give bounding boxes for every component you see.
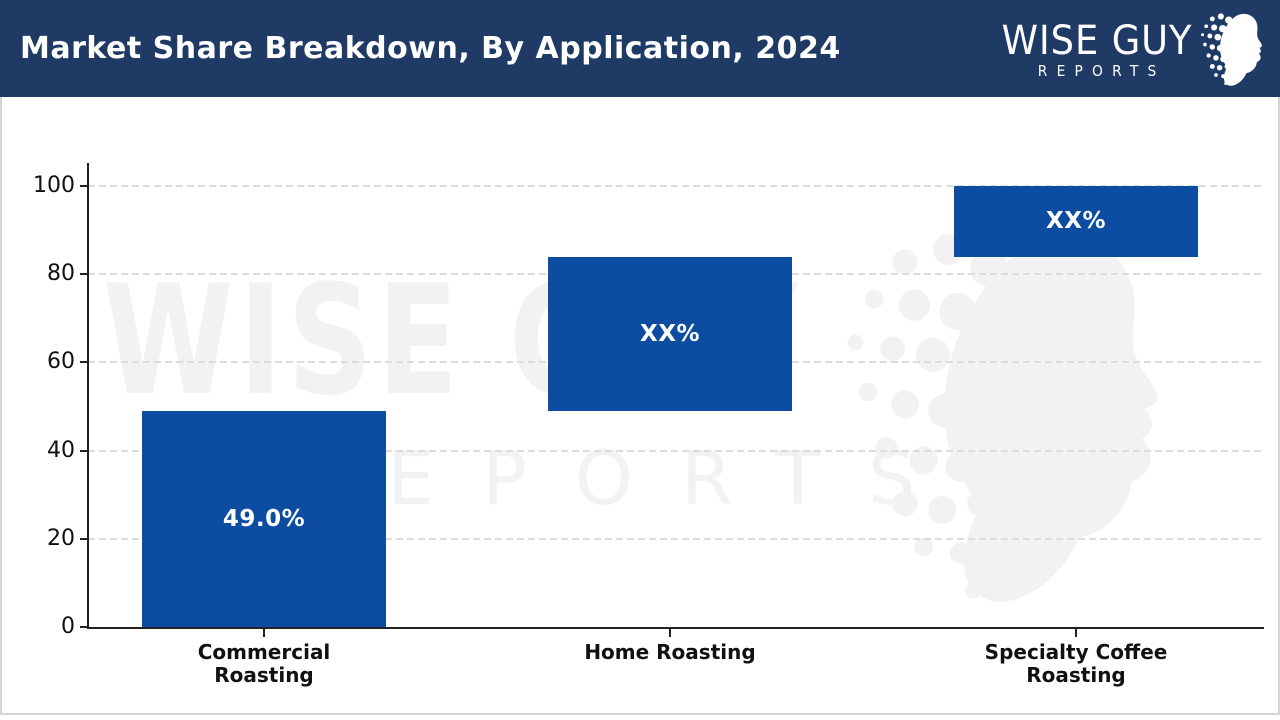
- page-title: Market Share Breakdown, By Application, …: [20, 31, 841, 66]
- y-tick-label: 20: [47, 525, 75, 551]
- gridline: [88, 185, 1263, 187]
- y-tick-label: 60: [47, 349, 75, 375]
- y-axis-line: [87, 163, 89, 629]
- bar: 49.0%: [142, 410, 386, 627]
- logo-wordmark: WISE GUY: [1001, 18, 1192, 64]
- y-axis-tick: [80, 626, 88, 628]
- y-axis-tick: [80, 273, 88, 276]
- gridline: [88, 537, 1263, 540]
- logo-text: WISE GUY REPORTS: [1001, 21, 1192, 79]
- x-category-label: Home Roasting: [584, 640, 756, 664]
- gridline: [88, 449, 1263, 452]
- x-category-label: Specialty Coffee Roasting: [984, 640, 1168, 687]
- y-tick-label: 40: [47, 437, 75, 463]
- y-tick-label: 80: [47, 261, 75, 287]
- bar-value-label: 49.0%: [222, 505, 306, 532]
- x-axis-tick: [263, 629, 265, 637]
- logo-subtitle: REPORTS: [1037, 62, 1166, 80]
- x-axis-tick: [1075, 629, 1077, 637]
- x-axis-line: [87, 627, 1264, 629]
- y-tick-label: 0: [61, 614, 75, 639]
- y-axis-tick: [80, 361, 88, 364]
- bar: XX%: [548, 256, 792, 411]
- header-bar: Market Share Breakdown, By Application, …: [0, 0, 1280, 97]
- x-axis-tick: [669, 629, 671, 637]
- y-axis-tick: [80, 537, 88, 540]
- x-category-label: Commercial Roasting: [197, 640, 331, 687]
- y-axis-tick: [80, 449, 88, 452]
- y-tick-label: 100: [33, 173, 75, 198]
- bar-value-label: XX%: [1045, 208, 1106, 235]
- wiseguy-logo: WISE GUY REPORTS: [985, 7, 1266, 93]
- bar-value-label: XX%: [639, 320, 700, 347]
- bar: XX%: [954, 186, 1198, 257]
- y-axis-tick: [80, 185, 88, 187]
